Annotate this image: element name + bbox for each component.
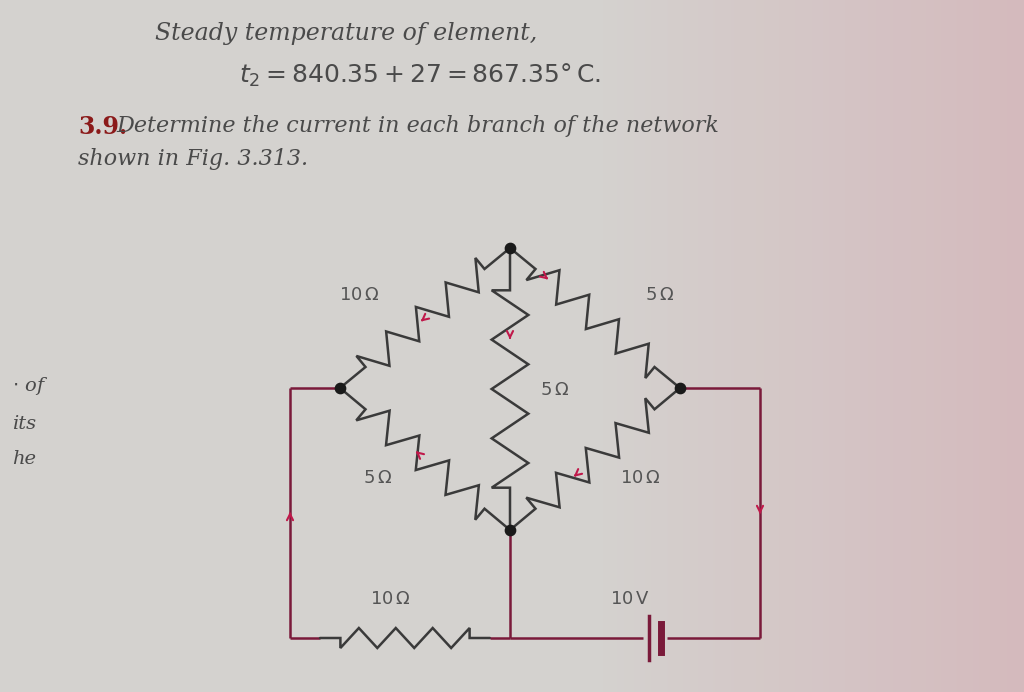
- Text: Steady temperature of element,: Steady temperature of element,: [155, 22, 538, 45]
- Text: $t_2 = 840.35 + 27 = 867.35°\,\mathrm{C.}$: $t_2 = 840.35 + 27 = 867.35°\,\mathrm{C.…: [240, 62, 601, 89]
- Text: $10\,\mathrm{V}$: $10\,\mathrm{V}$: [610, 590, 650, 608]
- Point: [502, 525, 518, 536]
- Text: $5\,\Omega$: $5\,\Omega$: [362, 469, 392, 487]
- Text: he: he: [12, 450, 36, 468]
- Point: [332, 383, 348, 394]
- Text: its: its: [12, 415, 36, 433]
- Text: shown in Fig. 3.313.: shown in Fig. 3.313.: [78, 148, 308, 170]
- Text: 3.9.: 3.9.: [78, 115, 127, 139]
- Text: Determine the current in each branch of the network: Determine the current in each branch of …: [116, 115, 719, 137]
- Point: [502, 242, 518, 253]
- Point: [672, 383, 688, 394]
- Text: $10\,\Omega$: $10\,\Omega$: [620, 469, 660, 487]
- Text: $5\,\Omega$: $5\,\Omega$: [540, 381, 569, 399]
- Text: $10\,\Omega$: $10\,\Omega$: [370, 590, 411, 608]
- Text: $5\,\Omega$: $5\,\Omega$: [645, 286, 675, 304]
- Text: $\cdot$ of: $\cdot$ of: [12, 375, 48, 397]
- Text: $10\,\Omega$: $10\,\Omega$: [339, 286, 380, 304]
